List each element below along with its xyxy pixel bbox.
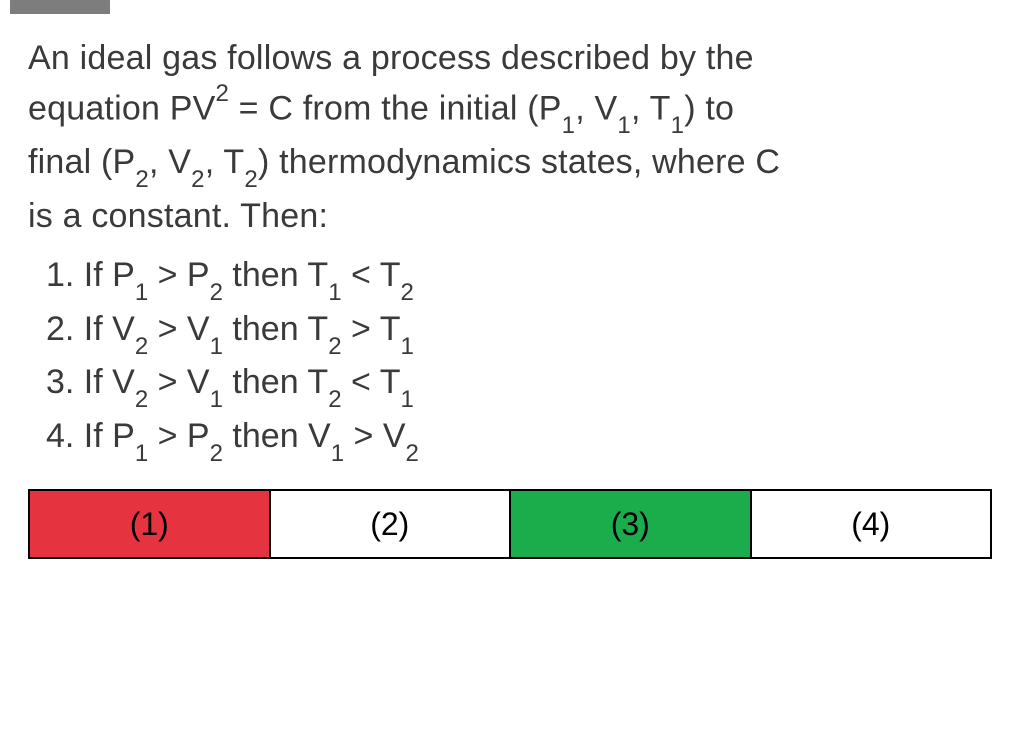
top-tab [10,0,110,14]
option-4: 4. If P1 > P2 then V1 > V2 [46,412,996,466]
option-1: 1. If P1 > P2 then T1 < T2 [46,251,996,305]
q-sup-2: 2 [215,80,229,107]
option-3: 3. If V2 > V1 then T2 < T1 [46,358,996,412]
answer-cell-3[interactable]: (3) [511,491,752,557]
o1-s2: 2 [210,279,223,306]
o1-s4: 2 [400,279,413,306]
q-line2-a: equation PV [28,90,215,128]
o3-s2: 1 [210,386,223,413]
o3-b: > V [148,363,209,401]
o1-c: then T [223,256,328,294]
answer-cell-2[interactable]: (2) [271,491,512,557]
q-line3-c: , T [205,143,245,181]
options-list: 1. If P1 > P2 then T1 < T2 2. If V2 > V1… [28,251,996,465]
q-sub-t2: 2 [244,166,258,193]
o3-d: < T [342,363,401,401]
option-2: 2. If V2 > V1 then T2 > T1 [46,305,996,359]
o3-a: 3. If V [46,363,135,401]
o1-s3: 1 [328,279,341,306]
q-line4: is a constant. Then: [28,197,328,235]
o3-s4: 1 [400,386,413,413]
o3-c: then T [223,363,328,401]
q-line2-e: ) to [684,90,734,128]
o2-a: 2. If V [46,310,135,348]
o1-d: < T [342,256,401,294]
question-text: An ideal gas follows a process described… [28,34,996,241]
o2-d: > T [342,310,401,348]
o3-s3: 2 [328,386,341,413]
q-line3-b: , V [149,143,191,181]
o2-s4: 1 [400,333,413,360]
o2-s3: 2 [328,333,341,360]
q-sub-v1: 1 [617,112,631,139]
q-sub-p1: 1 [562,112,576,139]
q-line2-d: , T [631,90,671,128]
o1-b: > P [148,256,209,294]
o3-s1: 2 [135,386,148,413]
o4-s3: 1 [331,440,344,467]
q-sub-t1: 1 [671,112,685,139]
o4-a: 4. If P [46,417,135,455]
q-line1: An ideal gas follows a process described… [28,39,754,77]
o1-a: 1. If P [46,256,135,294]
q-sub-v2: 2 [191,166,205,193]
q-line3-a: final (P [28,143,135,181]
answer-cell-1[interactable]: (1) [30,491,271,557]
q-line3-d: ) thermodynamics states, where C [258,143,780,181]
answer-cell-4[interactable]: (4) [752,491,991,557]
o4-s2: 2 [210,440,223,467]
q-sub-p2: 2 [135,166,149,193]
o4-d: > V [344,417,405,455]
o4-c: then V [223,417,331,455]
o4-s1: 1 [135,440,148,467]
o4-b: > P [148,417,209,455]
o2-b: > V [148,310,209,348]
o1-s1: 1 [135,279,148,306]
q-line2-c: , V [575,90,617,128]
question-block: An ideal gas follows a process described… [28,0,996,559]
o2-s2: 1 [210,333,223,360]
q-line2-b: = C from the initial (P [229,90,562,128]
o4-s4: 2 [406,440,419,467]
answer-row: (1) (2) (3) (4) [28,489,992,559]
o2-s1: 2 [135,333,148,360]
o2-c: then T [223,310,328,348]
